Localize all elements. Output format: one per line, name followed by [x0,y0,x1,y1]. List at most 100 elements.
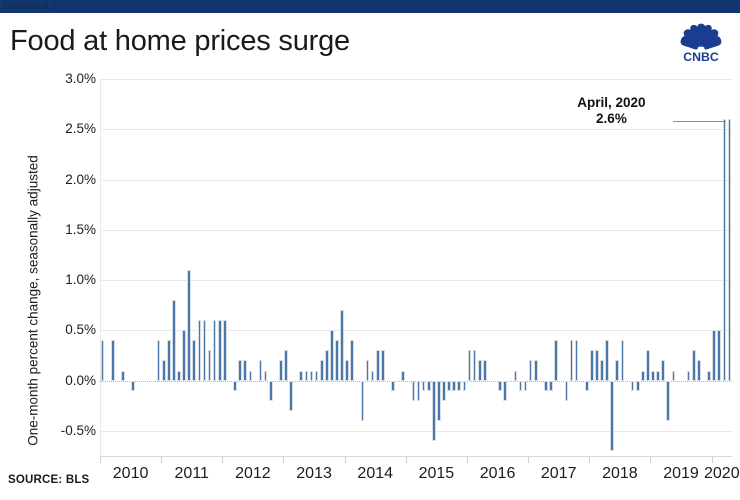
bar [319,360,324,381]
bar [391,380,395,391]
source-note: SOURCE: BLS [8,474,90,486]
bar [722,119,727,381]
x-axis-tick-mark [161,456,163,463]
bar [217,320,222,381]
x-axis-tick-label: 2020 [704,465,740,482]
bar [671,370,676,381]
bar [161,360,166,381]
x-axis-tick-mark [650,456,652,463]
y-axis-tick-label: 1.0% [65,272,96,288]
x-axis-tick-label: 2017 [540,465,577,482]
bar [314,370,319,381]
bar [233,380,237,391]
bar [238,360,242,381]
y-axis-tick-label: 1.5% [65,221,96,237]
x-axis-tick-label: 2010 [112,465,149,482]
bar [635,380,640,391]
gridline--0.5 [100,430,732,432]
bar [177,370,181,381]
bar [330,330,334,381]
y-axis-tick-label: 0.5% [65,322,96,338]
bar [651,370,655,381]
bar [656,370,660,381]
bar [335,340,339,381]
gridline-0.0 [100,380,732,382]
bar [187,270,191,381]
bar [192,340,197,381]
y-axis-tick-label: 2.5% [65,121,96,137]
bar [172,300,176,381]
bar [605,340,609,381]
bar [544,380,548,391]
bar [712,330,716,381]
y-axis-tick-label: -0.5% [60,422,96,438]
bar [350,340,355,381]
bar [564,380,569,401]
bar [345,360,349,381]
bar [447,380,451,391]
bar [452,380,457,391]
x-axis-tick-label: 2016 [479,465,516,482]
bar [401,370,406,381]
bar [549,380,553,391]
annotation-line1: April, 2020 [577,95,646,111]
window-titlebar: Dashboard 1 [0,0,740,13]
bar [717,330,722,381]
gridline-3.0 [100,79,732,80]
y-axis-tick-labels: 3.0% 2.5% 2.0% 1.5% 1.0% 0.5% 0.0% -0.5% [38,71,96,500]
bar [381,350,385,381]
bar [569,340,574,381]
annotation-line2: 2.6% [596,111,627,127]
gridline-2.5 [100,129,732,131]
bar-series [100,79,732,456]
x-axis-line [100,456,732,457]
bar [243,360,248,381]
bar [630,380,635,391]
bar [523,380,528,391]
bar [513,370,518,381]
window-title-label: Dashboard 1 [3,1,57,11]
gridline-1.5 [100,229,732,231]
x-axis-tick-mark [466,456,468,463]
bar [182,330,186,381]
page-title: Food at home prices surge [10,25,350,57]
bar [707,370,711,381]
bar [661,360,665,381]
bar [697,360,701,381]
bar [340,310,344,381]
bar [131,380,135,391]
bar [284,350,288,381]
bar [528,360,533,381]
x-axis-tick-label: 2011 [174,465,209,482]
gridline-0.5 [100,330,732,332]
bar [666,380,671,421]
bar [121,370,125,381]
bar [263,370,268,381]
bar [686,370,691,381]
bar [207,350,212,381]
x-axis-tick-label: 2012 [235,465,271,482]
bar [482,360,487,381]
bar [421,380,426,391]
x-axis-tick-label: 2014 [357,465,394,482]
bar [197,320,202,381]
bar [472,350,477,381]
bar [268,380,273,401]
bar [533,360,538,381]
bar [166,340,171,381]
bar [248,370,253,381]
x-axis-tick-label: 2019 [663,465,699,482]
bar [590,350,594,381]
bar [442,380,446,401]
bar [727,119,732,381]
bar [595,350,599,381]
annotation-april-2020: April, 2020 2.6% [551,95,671,127]
bar [212,320,217,381]
annotation-leader-line [673,121,726,123]
bar [574,340,579,381]
bar [375,350,380,381]
bar [457,380,462,391]
bar [584,380,589,391]
bar [360,380,365,421]
bar [304,370,309,381]
